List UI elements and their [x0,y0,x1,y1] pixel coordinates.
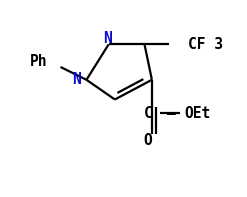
Text: —: — [167,106,176,121]
Text: O: O [144,133,153,148]
Text: OEt: OEt [185,106,211,121]
Text: Ph: Ph [30,54,47,69]
Text: N: N [103,31,112,46]
Text: C: C [144,106,153,121]
Text: CF 3: CF 3 [188,37,223,52]
Text: N: N [72,72,81,87]
